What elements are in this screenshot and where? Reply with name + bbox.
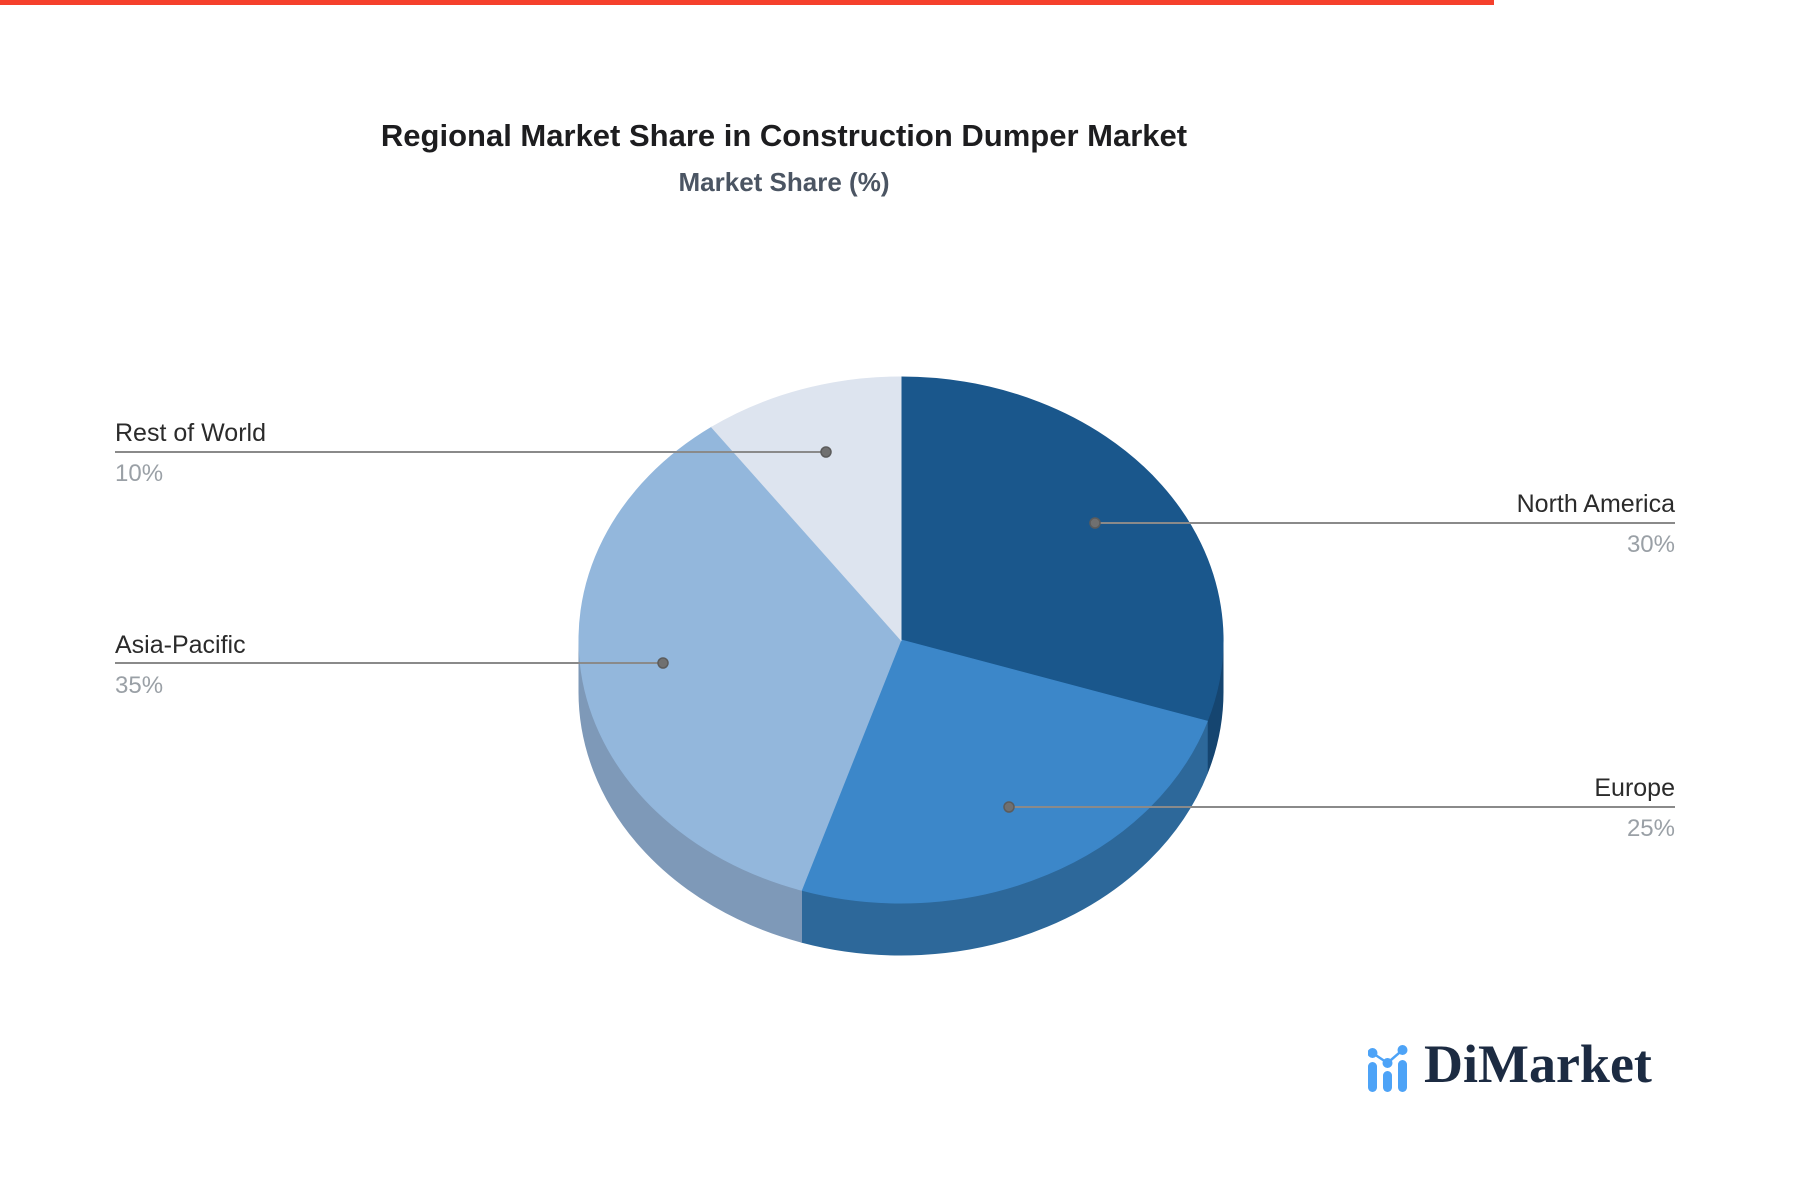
dimarket-logo-text: DiMarket: [1424, 1034, 1652, 1094]
slice-value-europe: 25%: [1626, 815, 1675, 842]
chart-title: Regional Market Share in Construction Du…: [380, 118, 1188, 153]
slice-label-europe: Europe: [1594, 774, 1675, 802]
pie-slice-rest-of-world[interactable]: [710, 376, 902, 642]
slice-value-north-america: 30%: [1626, 531, 1675, 558]
slice-label-asia-pacific: Asia-Pacific: [115, 631, 246, 659]
slice-value-rest-of-world: 10%: [115, 460, 164, 487]
slice-label-rest-of-world: Rest of World: [115, 419, 266, 447]
slice-value-asia-pacific: 35%: [115, 672, 164, 699]
pie-slice-asia-pacific[interactable]: [578, 426, 902, 891]
leader-dot-europe: [1003, 801, 1015, 813]
dimarket-logo: DiMarket: [1368, 1036, 1652, 1092]
leader-dot-north-america: [1089, 517, 1101, 529]
top-red-strip: [0, 0, 1494, 5]
bar-chart-trend-icon: [1368, 1045, 1408, 1092]
leader-dot-rest-of-world: [820, 446, 832, 458]
pie-slice-north-america[interactable]: [900, 376, 1224, 722]
pie-slice-europe[interactable]: [800, 639, 1208, 904]
leader-dot-asia-pacific: [657, 657, 669, 669]
chart-subtitle: Market Share (%): [678, 167, 890, 197]
slice-label-north-america: North America: [1516, 490, 1675, 518]
